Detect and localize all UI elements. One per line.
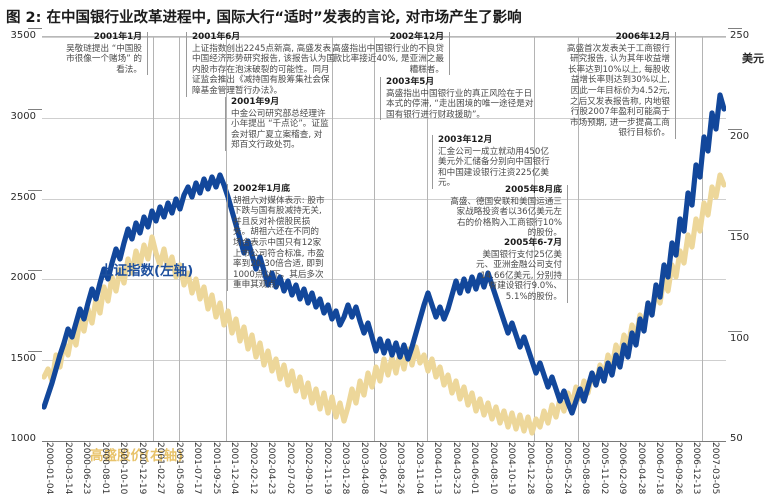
event-line-4 [332, 37, 333, 441]
x-tick-label: 2000-03-14 [62, 442, 73, 495]
event-line-8 [578, 37, 579, 441]
ytick-mark-right-3 [728, 331, 742, 332]
annotation-2001-06: 2001年6月 上证指数创出2245点新高, 高盛发表中国经济形势研究报告, 该… [186, 32, 336, 97]
x-tick-label: 2002-07-02 [284, 442, 295, 495]
x-tick-label: 2006-02-09 [617, 442, 628, 495]
event-line-7 [534, 37, 535, 441]
ytick-label-left-5: 1000 [10, 433, 36, 444]
annotation-2001-01: 2001年1月 吴敬琏提出 “中国股市很像一个赌场” 的看法。 [60, 32, 148, 76]
ytick-label-left-4: 1500 [10, 353, 36, 364]
x-tick-label: 2004-06-01 [469, 442, 480, 495]
x-tick-label: 2002-09-10 [303, 442, 314, 495]
series-label-sse: 上证指数(左轴) [100, 263, 194, 279]
ytick-mark-right-2 [728, 230, 742, 231]
x-tick-label: 2001-07-17 [192, 442, 203, 495]
x-tick-label: 2007-03-05 [709, 442, 720, 495]
event-line-2 [179, 37, 180, 441]
x-tick-label: 2003-06-17 [377, 442, 387, 495]
ytick-mark-left-3 [28, 270, 42, 271]
gridline-3000 [42, 117, 726, 119]
ytick-label-left-3: 2000 [10, 272, 36, 283]
ytick-mark-right-1 [728, 129, 742, 130]
gridline-2500 [42, 198, 726, 200]
x-tick-label: 2000-10-10 [118, 442, 129, 495]
x-tick-label: 2004-10-19 [506, 442, 517, 495]
x-tick-label: 2004-08-10 [487, 442, 498, 495]
x-tick-label: 2005-03-08 [543, 442, 554, 495]
series-goldman-sachs [42, 172, 726, 436]
ytick-mark-left-2 [28, 190, 42, 191]
x-tick-label: 2005-08-08 [580, 442, 591, 495]
x-tick-label: 2006-07-18 [654, 442, 665, 495]
x-axis-labels: 2000-01-04 2000-03-14 2000-06-23 2000-08-01… [42, 442, 726, 500]
x-tick-label: 2001-05-08 [173, 442, 184, 495]
ytick-label-right-2: 150 [730, 232, 750, 243]
annotation-2003-12: 2003年12月 汇金公司一成立就动用450亿美元外汇储备分别向中国银行和中国建… [432, 135, 550, 189]
x-tick-label: 2005-05-24 [561, 442, 572, 495]
x-tick-label: 2000-01-04 [44, 442, 55, 495]
ytick-mark-left-1 [28, 109, 42, 110]
ytick-label-left-2: 2500 [10, 192, 36, 203]
x-tick-label: 2003-01-28 [340, 442, 351, 495]
ytick-label-left-0: 3500 [10, 30, 36, 41]
annotation-2002-12: 2002年12月 高盛指出中国银行业的不良贷款比率接近40%, 是亚洲之最糟糕者… [330, 32, 450, 76]
x-tick-label: 2002-04-23 [266, 442, 277, 495]
x-tick-label: 2003-11-04 [413, 442, 424, 495]
x-tick-label: 2006-09-26 [672, 442, 683, 495]
ytick-label-right-0: 250 [730, 30, 750, 41]
series-curves [42, 92, 726, 436]
annotation-2002-01: 2002年1月底 胡祖六对媒体表示: 股市下跌与国有股减持无关, 并且反对补偿股… [227, 184, 327, 291]
annotation-2001-09: 2001年9月 中金公司研究部总经理许小年提出 “千点论”。证监会对银广夏立案稽… [225, 97, 329, 151]
annotation-2005-08: 2005年8月底 高盛、德国安联和美国运通三家战略投资者以36亿美元左右的价格购… [450, 185, 568, 239]
x-tick-label: 2004-01-13 [432, 442, 443, 495]
x-tick-label: 2000-06-23 [81, 442, 92, 495]
x-tick-label: 2004-12-28 [524, 442, 535, 495]
x-tick-label: 2003-08-26 [395, 442, 406, 495]
ytick-label-right-1: 200 [730, 131, 750, 142]
series-label-goldman: 高盛股价(右轴) [90, 448, 184, 464]
gridline-3500 [42, 37, 726, 38]
annotation-2006-12: 2006年12月 高盛首次发表关于工商银行研究报告, 认为其年收益增长率达到10… [566, 32, 676, 139]
plot-area: 上证指数(左轴) 高盛股价(右轴) [42, 36, 726, 464]
x-tick-label: 2003-04-08 [358, 442, 369, 495]
event-line-9 [702, 37, 703, 441]
gridline-2000 [42, 279, 726, 281]
annotation-2003-05: 2003年5月 高盛指出中国银行业的真正风险在于日本式的停滞, “走出困境的唯一… [380, 77, 538, 121]
x-tick-label: 2001-12-04 [229, 442, 240, 495]
x-tick-label: 2006-12-13 [691, 442, 702, 495]
event-line-6 [427, 37, 428, 441]
ytick-mark-right-0 [728, 28, 742, 29]
ytick-label-right-4: 50 [730, 433, 743, 444]
x-tick-label: 2004-03-23 [450, 442, 461, 495]
x-tick-label: 2002-02-12 [247, 442, 258, 495]
event-line-3 [226, 37, 227, 441]
figure-title: 图 2: 在中国银行业改革进程中, 国际大行“适时”发表的言论, 对市场产生了影… [6, 10, 522, 26]
ytick-label-right-3: 100 [730, 333, 750, 344]
series-sse-composite [42, 92, 726, 416]
ytick-mark-left-0 [28, 28, 42, 29]
ytick-mark-left-4 [28, 351, 42, 352]
ytick-label-left-1: 3000 [10, 111, 36, 122]
x-tick-label: 2002-11-19 [321, 442, 332, 495]
x-tick-label: 2001-02-27 [155, 442, 166, 495]
annotation-2005-06: 2005年6-7月 美国银行支付25亿美元、亚洲金融公司支付14.66亿美元, … [472, 238, 568, 303]
x-tick-label: 2006-04-28 [635, 442, 646, 495]
x-tick-label: 2001-09-25 [210, 442, 221, 495]
x-tick-label: 2000-12-19 [136, 442, 147, 495]
x-tick-label: 2000-08-01 [99, 442, 110, 495]
right-axis-unit: 美元 [742, 52, 764, 65]
x-tick-label: 2005-11-02 [598, 442, 609, 495]
event-line-5 [374, 37, 375, 441]
